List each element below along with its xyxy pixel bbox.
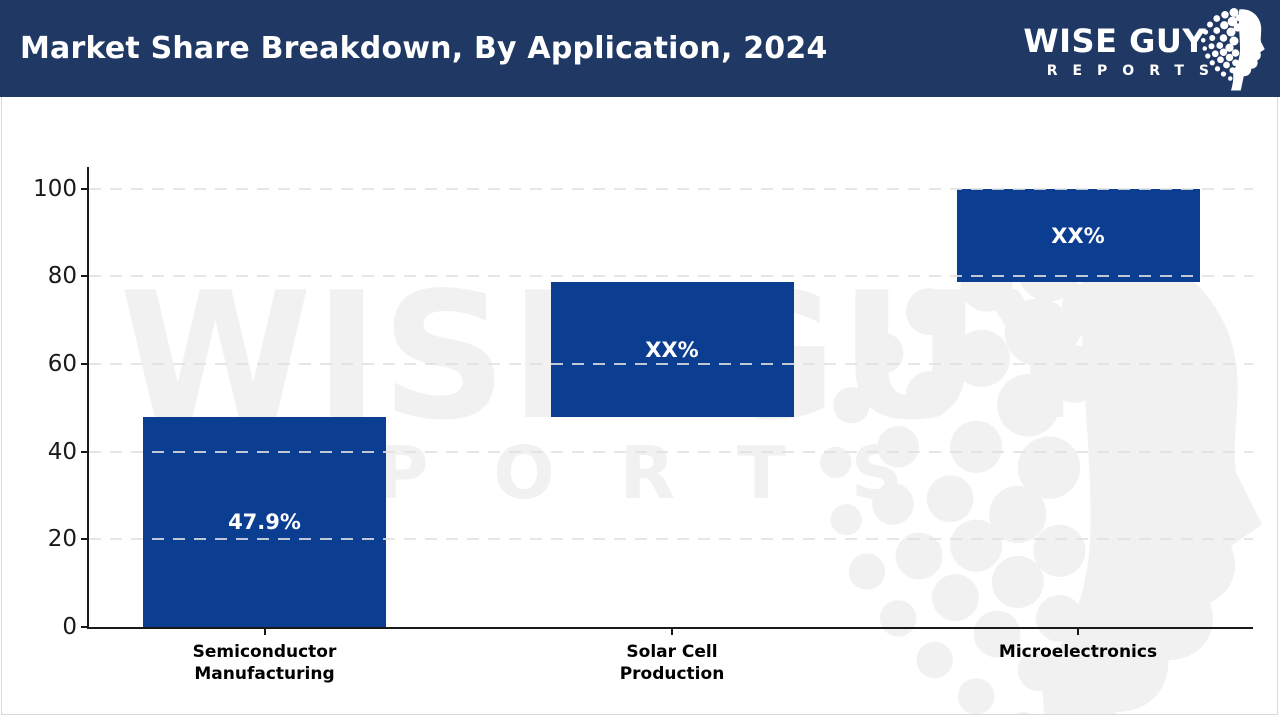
y-tick-label: 60 [47, 351, 77, 378]
x-axis-label: Semiconductor Manufacturing [192, 642, 337, 684]
y-tick-label: 40 [47, 438, 77, 465]
y-tick-label: 0 [62, 614, 77, 640]
x-axis-label: Microelectronics [998, 642, 1158, 662]
y-tick [81, 450, 87, 453]
x-axis-line [87, 627, 1253, 629]
wiseguy-head-icon [1201, 8, 1265, 91]
logo-wordmark: WISE GUY [1023, 22, 1206, 60]
logo-subtext: REPORTS [1046, 63, 1224, 79]
x-tick [1077, 628, 1079, 635]
y-tick [81, 363, 87, 366]
y-tick [81, 626, 87, 628]
grid-line [89, 538, 1253, 541]
x-tick [671, 628, 673, 635]
chart-card: WISE GUY REPORTS 02040608010047.9%XX%XX%… [1, 97, 1278, 715]
chart-plot: 0 20 40 60 80 100 47.9% XX% XX% Semiconductor Manu… [2, 97, 1277, 714]
header: Market Share Breakdown, By Application, … [0, 0, 1280, 97]
bar-value-label: XX% [1051, 223, 1105, 248]
page-title: Market Share Breakdown, By Application, … [20, 31, 828, 66]
y-axis-line [87, 167, 89, 629]
grid-line [89, 363, 1253, 366]
y-tick-label: 20 [47, 526, 77, 553]
grid-line [89, 450, 1253, 453]
y-tick [81, 275, 87, 278]
grid-line [89, 275, 1253, 278]
x-axis-label: Solar Cell Production [619, 642, 725, 684]
chart-bar [956, 188, 1200, 283]
y-tick [81, 538, 87, 541]
y-tick [81, 187, 87, 190]
grid-line [89, 187, 1253, 190]
bar-value-label: XX% [645, 337, 699, 362]
y-tick-label: 80 [47, 263, 77, 290]
chart-bar [550, 282, 794, 418]
wiseguy-logo: WISE GUY REPORTS [1014, 2, 1274, 95]
bar-value-label: 47.9% [228, 510, 301, 535]
y-tick-label: 100 [33, 175, 77, 202]
x-tick [263, 628, 266, 635]
